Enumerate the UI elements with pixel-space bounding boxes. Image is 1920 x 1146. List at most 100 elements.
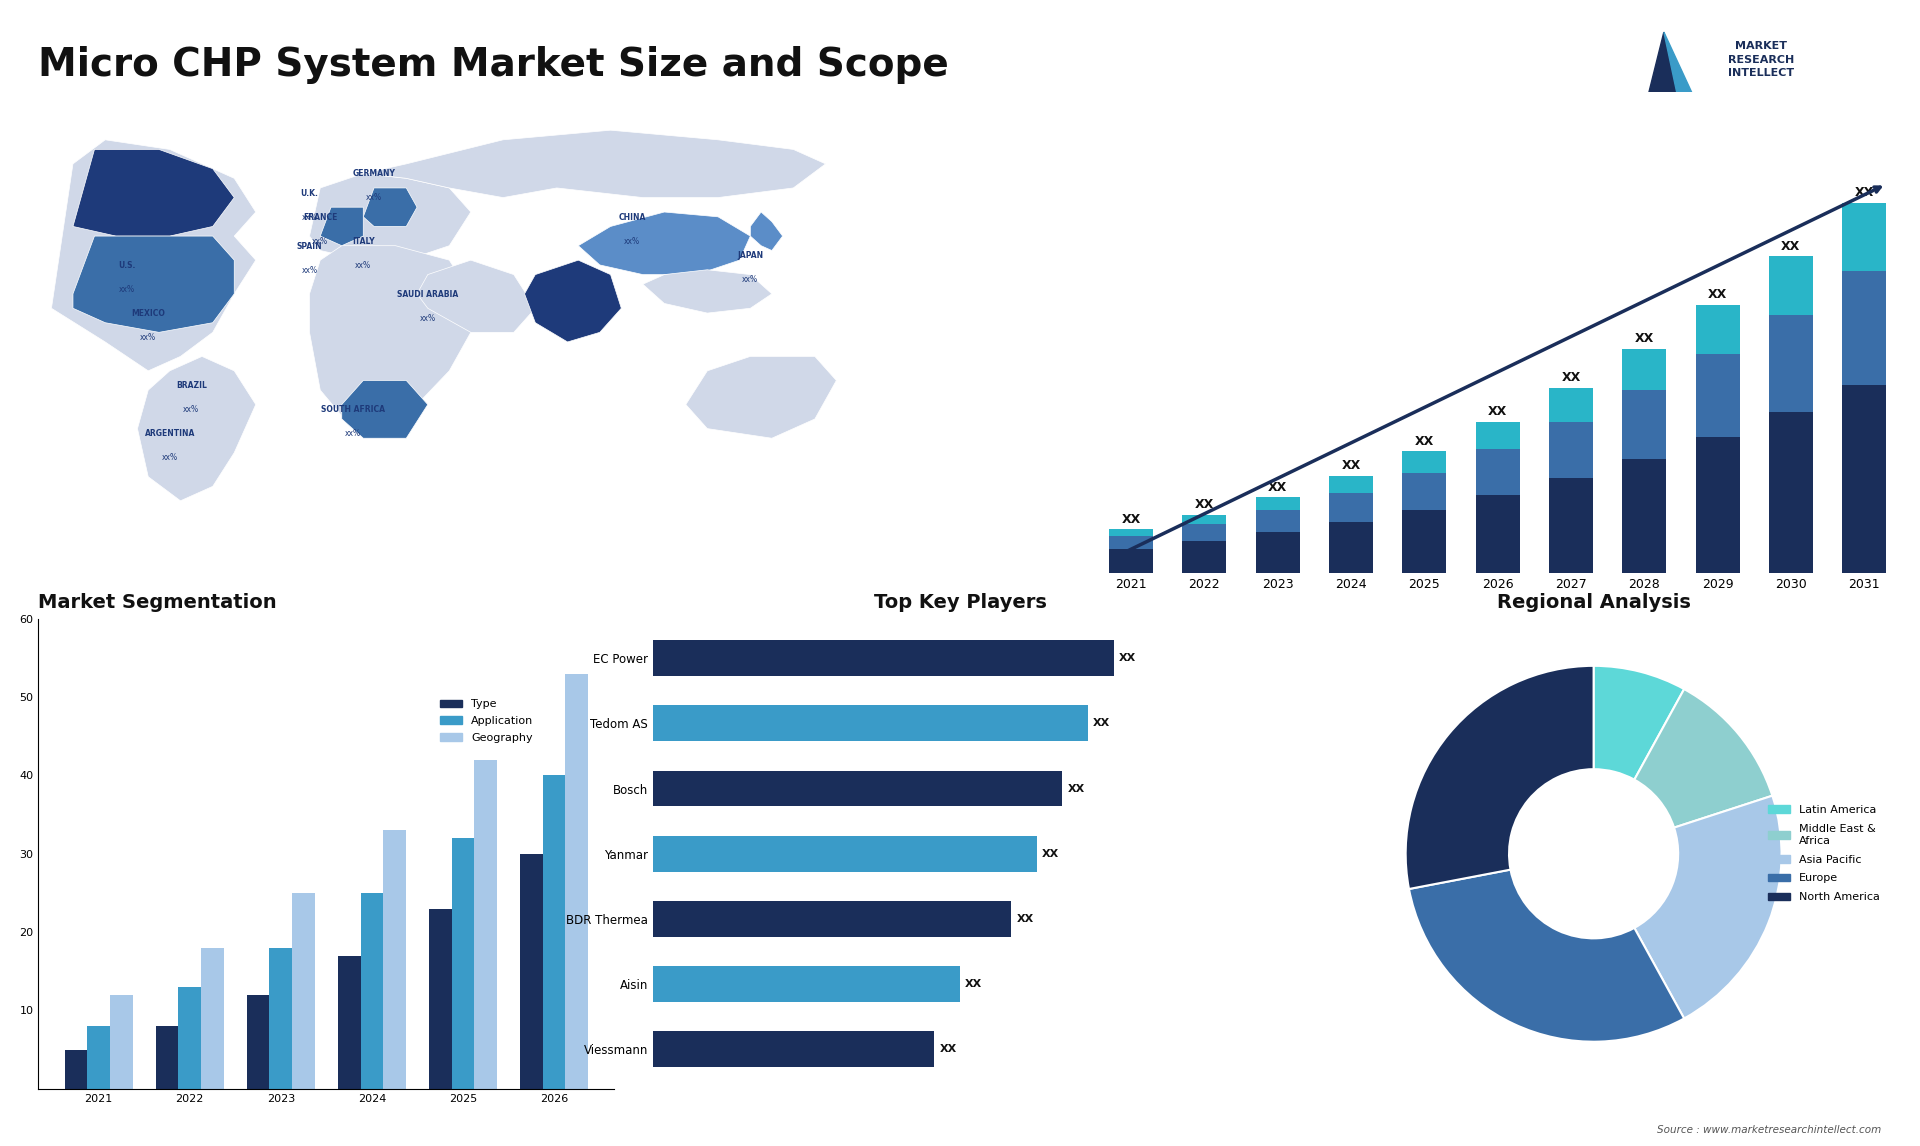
Text: xx%: xx% [140, 333, 156, 342]
Text: CHINA: CHINA [618, 213, 645, 221]
Text: XX: XX [1415, 434, 1434, 448]
Wedge shape [1634, 689, 1772, 827]
Bar [269, 948, 292, 1089]
Polygon shape [524, 260, 622, 342]
Text: XX: XX [1043, 849, 1060, 858]
Polygon shape [417, 260, 536, 332]
Text: XX: XX [1342, 458, 1361, 472]
Polygon shape [685, 356, 837, 438]
Bar [451, 838, 474, 1089]
Bar [1402, 473, 1446, 510]
Text: U.S.: U.S. [117, 261, 136, 269]
Polygon shape [751, 212, 783, 251]
Bar [86, 1026, 109, 1089]
Bar [1841, 270, 1885, 385]
Title: Top Key Players: Top Key Players [874, 592, 1046, 612]
Legend: Type, Application, Geography: Type, Application, Geography [436, 694, 538, 747]
Bar [428, 909, 451, 1089]
Bar [1841, 203, 1885, 270]
Text: XX: XX [1068, 784, 1085, 793]
Text: ARGENTINA: ARGENTINA [144, 430, 196, 438]
Text: xx%: xx% [119, 285, 134, 293]
Bar [1549, 387, 1594, 422]
Text: Source : www.marketresearchintellect.com: Source : www.marketresearchintellect.com [1657, 1124, 1882, 1135]
Polygon shape [321, 207, 363, 245]
Bar [1110, 549, 1154, 573]
Bar [1695, 305, 1740, 354]
Bar [1329, 493, 1373, 521]
Text: SPAIN: SPAIN [298, 242, 323, 251]
Text: xx%: xx% [313, 237, 328, 245]
Text: xx%: xx% [624, 237, 639, 245]
Bar [1183, 541, 1227, 573]
Bar [1622, 348, 1667, 391]
Text: XX: XX [966, 979, 983, 989]
Bar [1183, 515, 1227, 524]
Text: MARKET
RESEARCH
INTELLECT: MARKET RESEARCH INTELLECT [1728, 41, 1793, 78]
Bar [1256, 510, 1300, 532]
Bar [1768, 257, 1812, 315]
Bar [65, 1050, 86, 1089]
Text: INDIA: INDIA [555, 299, 580, 308]
Bar [246, 995, 269, 1089]
Bar [1476, 422, 1519, 449]
Bar [156, 1026, 179, 1089]
Text: xx%: xx% [559, 323, 576, 332]
Text: XX: XX [1119, 653, 1137, 664]
Bar [1183, 524, 1227, 541]
Bar [1329, 476, 1373, 493]
Polygon shape [309, 173, 470, 260]
Text: XX: XX [1561, 371, 1580, 384]
Polygon shape [309, 245, 470, 438]
Polygon shape [578, 212, 751, 275]
Bar [292, 893, 315, 1089]
Text: ITALY: ITALY [351, 237, 374, 245]
Polygon shape [363, 131, 826, 197]
Bar [1549, 478, 1594, 573]
Bar [1110, 536, 1154, 549]
Bar [653, 770, 1062, 807]
Text: xx%: xx% [182, 406, 200, 414]
Bar [361, 893, 384, 1089]
Text: JAPAN: JAPAN [737, 251, 764, 260]
Bar [1110, 529, 1154, 536]
Bar [1256, 497, 1300, 510]
Bar [202, 948, 225, 1089]
Bar [1402, 510, 1446, 573]
Bar [653, 966, 960, 1002]
Text: xx%: xx% [344, 430, 361, 438]
Wedge shape [1634, 795, 1782, 1019]
Text: xx%: xx% [743, 275, 758, 284]
Bar [384, 830, 407, 1089]
Bar [653, 641, 1114, 676]
Bar [1768, 413, 1812, 573]
Bar [653, 901, 1012, 937]
Text: MEXICO: MEXICO [131, 309, 165, 317]
Bar [566, 674, 588, 1089]
Bar [1622, 391, 1667, 458]
Text: XX: XX [1855, 186, 1874, 199]
Wedge shape [1409, 870, 1684, 1042]
Bar [543, 776, 566, 1089]
Bar [1768, 315, 1812, 413]
Text: XX: XX [939, 1044, 956, 1054]
Polygon shape [363, 188, 417, 227]
Polygon shape [73, 236, 234, 332]
Text: XX: XX [1121, 512, 1140, 526]
Polygon shape [52, 140, 255, 371]
Text: Market Segmentation: Market Segmentation [38, 592, 276, 612]
Text: XX: XX [1709, 289, 1728, 301]
Text: SAUDI ARABIA: SAUDI ARABIA [397, 290, 459, 299]
Polygon shape [342, 380, 428, 438]
Legend: Latin America, Middle East &
Africa, Asia Pacific, Europe, North America: Latin America, Middle East & Africa, Asi… [1764, 801, 1885, 906]
Text: XX: XX [1194, 497, 1213, 511]
Bar [179, 987, 202, 1089]
Text: XX: XX [1488, 406, 1507, 418]
Bar [653, 706, 1089, 741]
Polygon shape [1665, 32, 1699, 108]
Text: Micro CHP System Market Size and Scope: Micro CHP System Market Size and Scope [38, 46, 948, 84]
Text: XX: XX [1634, 332, 1653, 345]
Polygon shape [138, 356, 255, 501]
Text: xx%: xx% [355, 261, 371, 269]
Text: xx%: xx% [420, 314, 436, 323]
